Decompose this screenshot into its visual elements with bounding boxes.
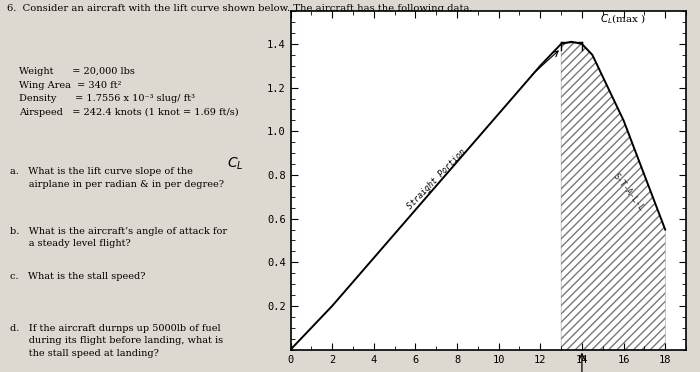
Text: d.   If the aircraft durnps up 5000lb of fuel
      during its flight before lan: d. If the aircraft durnps up 5000lb of f… <box>10 324 223 357</box>
Text: Straight Portion: Straight Portion <box>405 147 467 211</box>
Text: b.   What is the aircraft’s angle of attack for
      a steady level flight?: b. What is the aircraft’s angle of attac… <box>10 227 227 248</box>
Text: c.   What is the stall speed?: c. What is the stall speed? <box>10 272 146 280</box>
Text: $C_L$: $C_L$ <box>227 155 244 172</box>
Text: $C_L$(max ): $C_L$(max ) <box>601 13 647 26</box>
Text: S-T-A-L-L: S-T-A-L-L <box>610 172 645 213</box>
Text: a.   What is the lift curve slope of the
      airplane in per radian & in per d: a. What is the lift curve slope of the a… <box>10 167 224 189</box>
Text: Weight      = 20,000 lbs
Wing Area  = 340 ft²
Density      = 1.7556 x 10⁻³ slug/: Weight = 20,000 lbs Wing Area = 340 ft² … <box>19 67 238 117</box>
Text: 6.  Consider an aircraft with the lift curve shown below. The aircraft has the f: 6. Consider an aircraft with the lift cu… <box>7 4 472 13</box>
